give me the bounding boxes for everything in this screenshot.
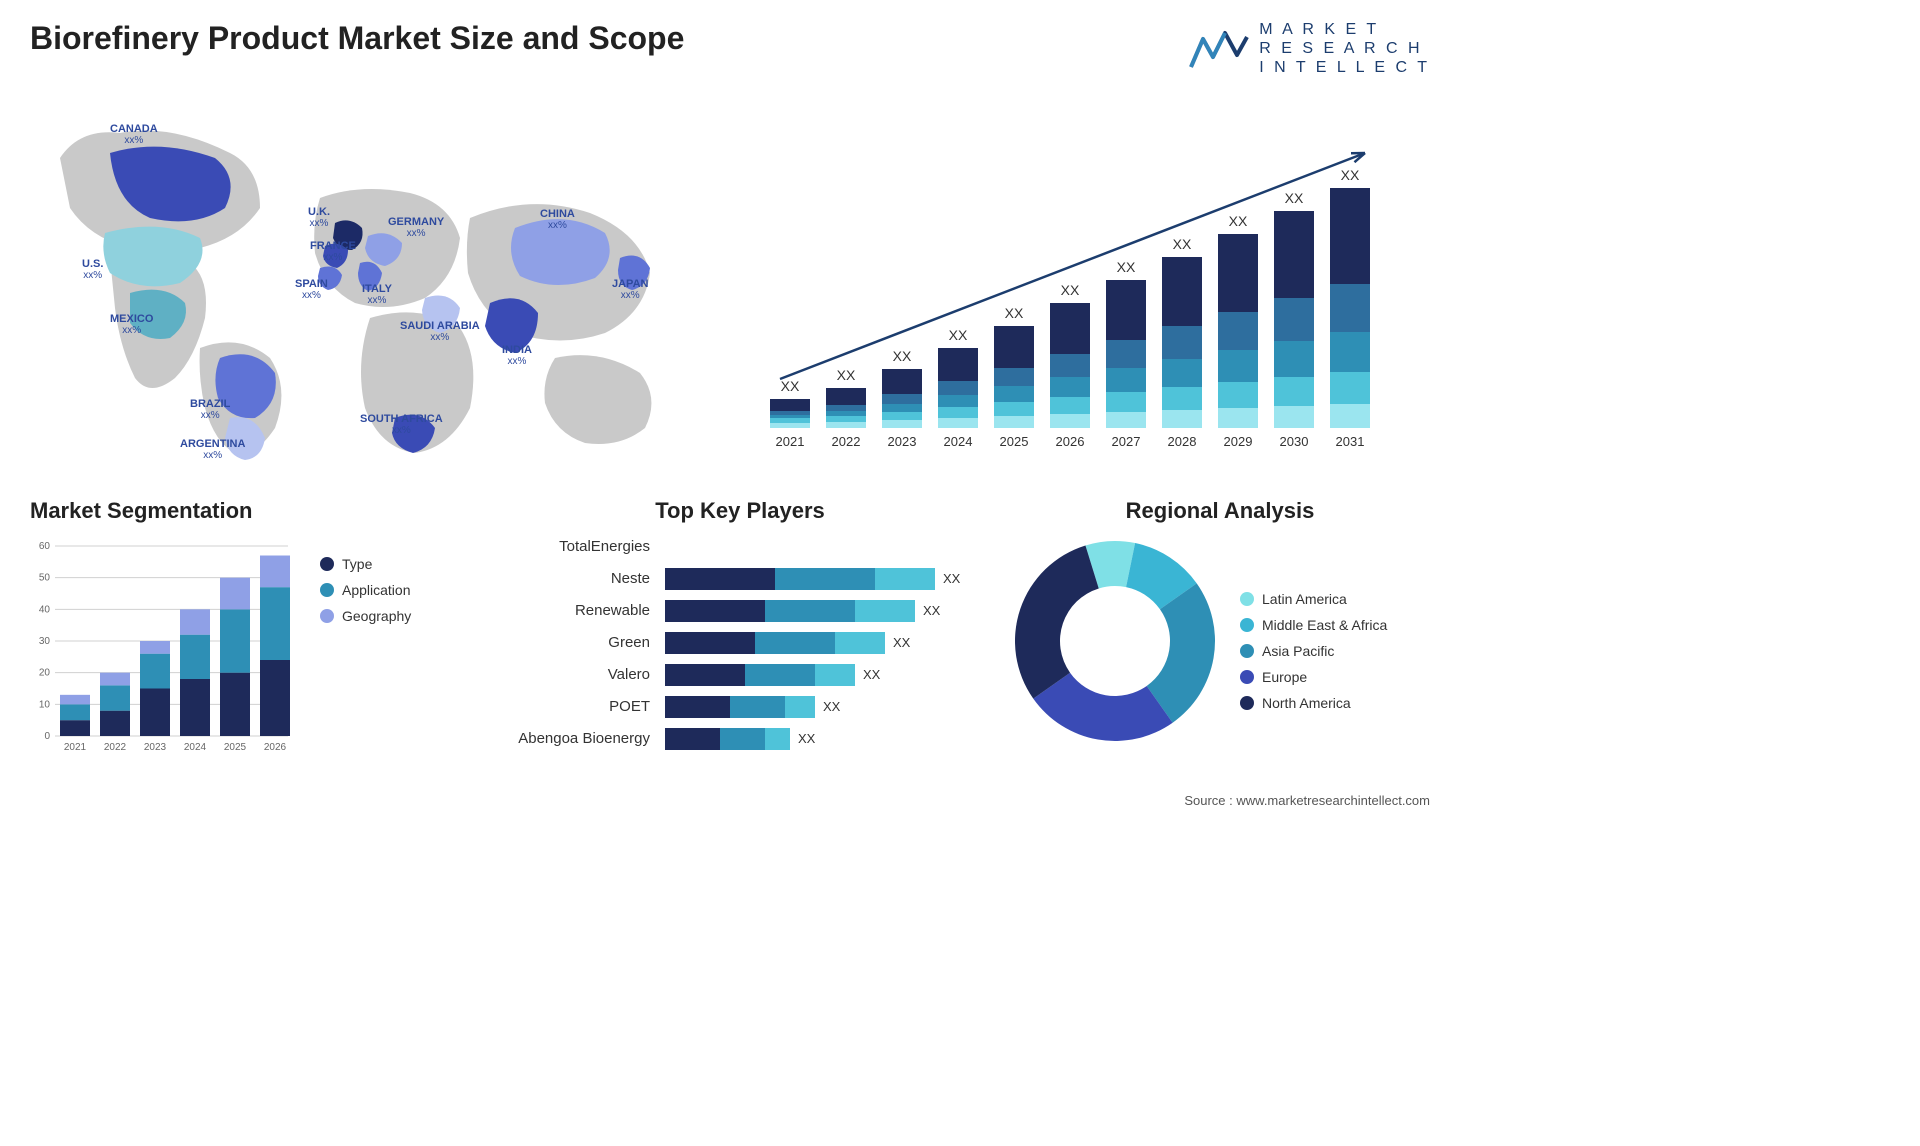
seg-legend-item: Application	[320, 582, 411, 598]
svg-text:2021: 2021	[64, 742, 87, 753]
map-label-spain: SPAINxx%	[295, 278, 328, 301]
player-bar-row: XX	[665, 568, 980, 590]
svg-text:XX: XX	[1005, 305, 1024, 321]
map-label-france: FRANCExx%	[310, 240, 356, 263]
svg-text:XX: XX	[893, 348, 912, 364]
segmentation-legend: Type Application Geography	[320, 556, 411, 756]
region-legend-item: Europe	[1240, 669, 1387, 685]
map-label-mexico: MEXICOxx%	[110, 313, 153, 336]
seg-legend-item: Type	[320, 556, 411, 572]
player-label: Renewable	[500, 600, 650, 622]
map-label-uk: U.K.xx%	[308, 206, 330, 229]
svg-text:2021: 2021	[776, 434, 805, 449]
svg-text:XX: XX	[949, 327, 968, 343]
map-label-saudiarabia: SAUDI ARABIAxx%	[400, 320, 480, 343]
map-label-china: CHINAxx%	[540, 208, 575, 231]
map-label-japan: JAPANxx%	[612, 278, 648, 301]
player-bar-row: XX	[665, 600, 980, 622]
world-map: CANADAxx% U.S.xx% MEXICOxx% BRAZILxx% ARGENT…	[30, 98, 710, 468]
map-label-us: U.S.xx%	[82, 258, 103, 281]
players-chart: TotalEnergies Neste Renewable Green Valero PO…	[500, 536, 980, 750]
svg-text:XX: XX	[781, 378, 800, 394]
logo-line2: R E S E A R C H	[1259, 39, 1430, 58]
map-label-italy: ITALYxx%	[362, 283, 392, 306]
svg-text:2024: 2024	[184, 742, 207, 753]
growth-bar-chart: XX 2021 XX 2022 XX 2023 XX 2024 XX 2025 XX 2026 XX 20…	[750, 98, 1430, 468]
svg-text:XX: XX	[1061, 282, 1080, 298]
svg-text:2029: 2029	[1224, 434, 1253, 449]
map-label-germany: GERMANYxx%	[388, 216, 444, 239]
regional-title: Regional Analysis	[1010, 498, 1430, 524]
map-label-argentina: ARGENTINAxx%	[180, 438, 245, 461]
svg-text:0: 0	[44, 731, 50, 742]
svg-text:30: 30	[39, 636, 51, 647]
svg-text:2022: 2022	[104, 742, 127, 753]
svg-text:60: 60	[39, 541, 51, 552]
regional-legend: Latin America Middle East & Africa Asia Pa…	[1240, 591, 1387, 711]
brand-logo: M A R K E T R E S E A R C H I N T E L L …	[1189, 20, 1430, 78]
svg-text:XX: XX	[1229, 213, 1248, 229]
map-label-brazil: BRAZILxx%	[190, 398, 230, 421]
svg-text:2027: 2027	[1112, 434, 1141, 449]
svg-text:XX: XX	[1173, 236, 1192, 252]
svg-text:10: 10	[39, 699, 51, 710]
svg-text:XX: XX	[1117, 259, 1136, 275]
players-title: Top Key Players	[500, 498, 980, 524]
svg-text:XX: XX	[1285, 190, 1304, 206]
map-label-india: INDIAxx%	[502, 344, 532, 367]
player-label: POET	[500, 696, 650, 718]
svg-text:2026: 2026	[1056, 434, 1085, 449]
player-label: Neste	[500, 568, 650, 590]
svg-text:2025: 2025	[224, 742, 247, 753]
player-label: Abengoa Bioenergy	[500, 728, 650, 750]
player-bar-row: XX	[665, 728, 980, 750]
map-label-canada: CANADAxx%	[110, 123, 158, 146]
region-legend-item: Middle East & Africa	[1240, 617, 1387, 633]
player-label: TotalEnergies	[500, 536, 650, 558]
svg-text:2024: 2024	[944, 434, 973, 449]
svg-text:50: 50	[39, 572, 51, 583]
svg-text:20: 20	[39, 667, 51, 678]
logo-line3: I N T E L L E C T	[1259, 58, 1430, 77]
logo-line1: M A R K E T	[1259, 20, 1430, 39]
player-label: Valero	[500, 664, 650, 686]
region-legend-item: Latin America	[1240, 591, 1387, 607]
player-label: Green	[500, 632, 650, 654]
player-bar-row: XX	[665, 664, 980, 686]
svg-text:40: 40	[39, 604, 51, 615]
source-footer: Source : www.marketresearchintellect.com	[1184, 793, 1430, 808]
svg-text:2023: 2023	[144, 742, 167, 753]
segmentation-title: Market Segmentation	[30, 498, 470, 524]
svg-text:XX: XX	[837, 367, 856, 383]
svg-text:2031: 2031	[1336, 434, 1365, 449]
region-legend-item: Asia Pacific	[1240, 643, 1387, 659]
svg-text:2023: 2023	[888, 434, 917, 449]
player-bar-row: XX	[665, 696, 980, 718]
svg-text:2025: 2025	[1000, 434, 1029, 449]
page-title: Biorefinery Product Market Size and Scop…	[30, 20, 684, 57]
svg-text:2028: 2028	[1168, 434, 1197, 449]
svg-text:XX: XX	[1341, 167, 1360, 183]
player-bar-row: XX	[665, 632, 980, 654]
svg-text:2022: 2022	[832, 434, 861, 449]
seg-legend-item: Geography	[320, 608, 411, 624]
svg-text:2030: 2030	[1280, 434, 1309, 449]
segmentation-chart: 0 10 20 30 40 50 60 2021 2022 2023 2024 2025 2026	[30, 536, 290, 756]
svg-text:2026: 2026	[264, 742, 287, 753]
region-legend-item: North America	[1240, 695, 1387, 711]
map-label-southafrica: SOUTH AFRICAxx%	[360, 413, 443, 436]
regional-donut	[1010, 536, 1220, 746]
